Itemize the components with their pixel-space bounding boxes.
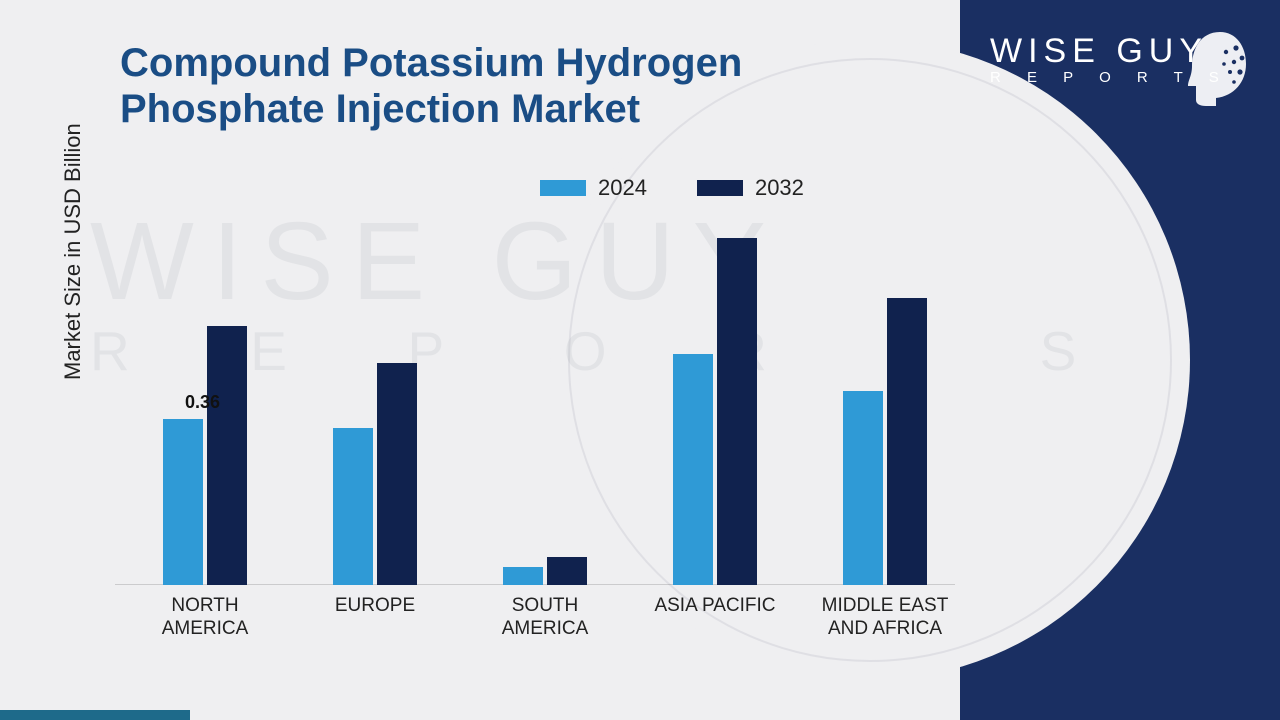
category-label: NORTH AMERICA [135,595,275,641]
category-label: ASIA PACIFIC [645,595,785,618]
bar [547,557,587,585]
footer-accent-bar [0,710,190,720]
bar [503,567,543,586]
legend-label-2024: 2024 [598,175,647,201]
bar [673,354,713,585]
bar-group: 0.36 [135,326,275,585]
bar [207,326,247,585]
legend-item-2032: 2032 [697,175,804,201]
legend-item-2024: 2024 [540,175,647,201]
plot-area: 0.36 [115,215,955,585]
bar [333,428,373,585]
category-label: EUROPE [305,595,445,618]
bar [887,298,927,585]
chart-title: Compound Potassium Hydrogen Phosphate In… [120,40,840,132]
legend: 2024 2032 [540,175,804,201]
legend-swatch-2032 [697,180,743,196]
brand-logo: WISE GUY R E P O R T S [990,32,1250,86]
head-silhouette-icon [1186,28,1254,108]
bar-value-label: 0.36 [185,392,220,413]
bar-group [305,363,445,585]
bar [377,363,417,585]
bar [163,419,203,586]
bar-group [645,238,785,585]
legend-label-2032: 2032 [755,175,804,201]
y-axis-label: Market Size in USD Billion [60,123,86,380]
bar [717,238,757,585]
category-label: SOUTH AMERICA [475,595,615,641]
chart-canvas: WISE GUY R E P O R T S WISE GUYR E P O R… [0,0,1280,720]
bar [843,391,883,585]
category-label: MIDDLE EAST AND AFRICA [815,595,955,641]
bar-group [815,298,955,585]
legend-swatch-2024 [540,180,586,196]
bar-group [475,557,615,585]
